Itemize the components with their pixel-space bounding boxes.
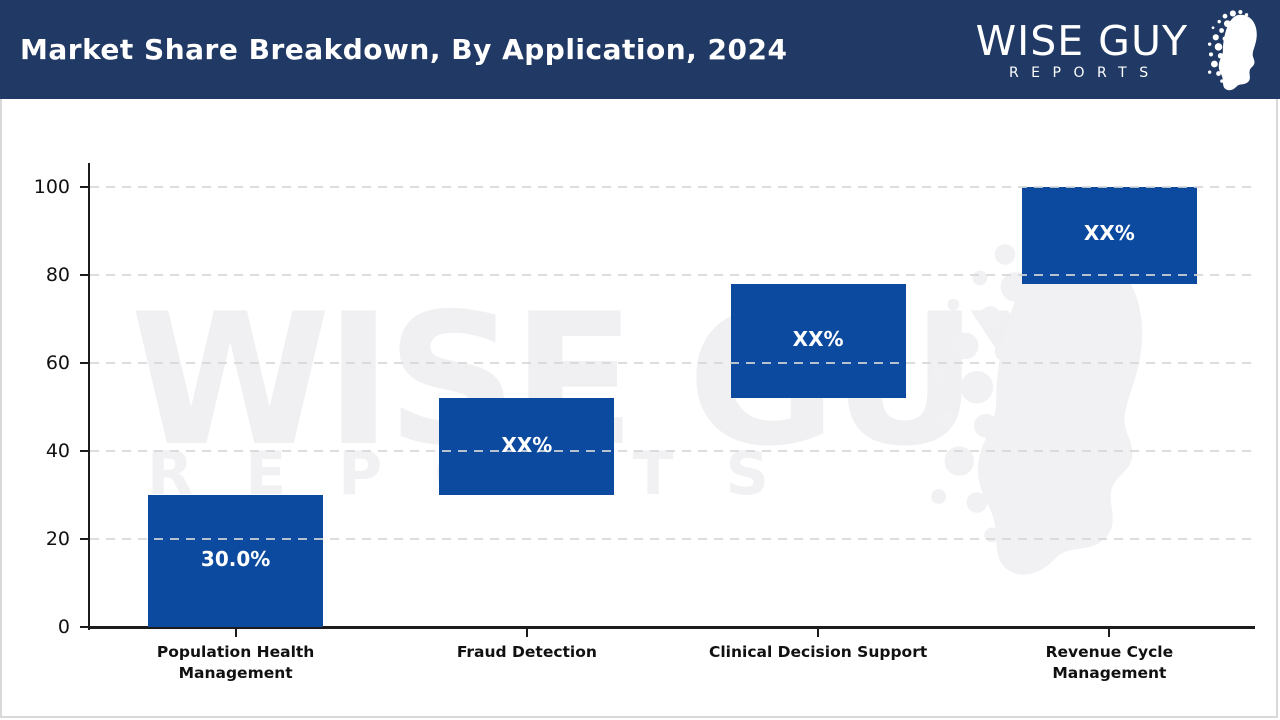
y-tick-label: 40	[45, 440, 70, 462]
bar-segment	[1021, 187, 1197, 284]
gridline-40	[90, 450, 1255, 452]
y-tick-label: 20	[45, 528, 70, 550]
logo-wordmark: WISE GUY	[975, 17, 1188, 65]
gridline-80	[90, 274, 1255, 276]
y-tick-mark	[80, 186, 89, 188]
y-tick-label: 60	[45, 352, 70, 374]
page-title: Market Share Breakdown, By Application, …	[20, 33, 788, 66]
y-tick-label: 0	[57, 616, 70, 638]
wise-guy-face-icon	[1207, 10, 1257, 91]
gridline-20	[90, 538, 1255, 540]
bar-value-label: XX%	[792, 327, 844, 351]
gridline-60	[90, 362, 1255, 364]
y-tick-label: 80	[45, 264, 70, 286]
x-tick-mark	[1108, 629, 1111, 637]
x-tick-mark	[234, 629, 237, 637]
x-category-label: Fraud Detection	[456, 643, 597, 661]
plot-area: 30.0% XX% XX% XX% 0 20 40 60 80 100 Population Hea…	[34, 163, 1255, 682]
x-category-label: Revenue Cycle Management	[1045, 643, 1174, 682]
x-tick-mark	[525, 629, 528, 637]
bar-value-label: XX%	[1083, 221, 1135, 246]
y-axis-line	[88, 163, 90, 630]
bar-value-label: 30.0%	[200, 547, 271, 571]
chart-canvas: WISE GUY REPORTS 30.0%XX%XX%XX%020406080…	[0, 99, 1278, 718]
x-tick-mark	[817, 629, 820, 637]
bar-segment	[148, 495, 324, 627]
x-category-label: Population Health Management	[156, 643, 315, 682]
y-tick-mark	[80, 626, 89, 628]
bar-segment	[439, 398, 615, 495]
logo-text: WISE GUY REPORTS	[975, 17, 1188, 82]
y-tick-mark	[80, 538, 89, 540]
gridline-100	[90, 186, 1255, 188]
wise-guy-logo: WISE GUY REPORTS	[976, 6, 1270, 94]
logo-subtitle: REPORTS	[1008, 65, 1161, 82]
x-category-label: Clinical Decision Support	[708, 643, 928, 661]
y-tick-mark	[80, 362, 89, 364]
bar-segment	[730, 283, 906, 399]
bar-value-label: XX%	[501, 432, 553, 457]
header-bar: Market Share Breakdown, By Application, …	[0, 0, 1280, 99]
x-axis-line	[88, 626, 1255, 629]
y-tick-label: 100	[33, 176, 70, 198]
y-tick-mark	[80, 450, 89, 452]
y-tick-mark	[80, 274, 89, 276]
